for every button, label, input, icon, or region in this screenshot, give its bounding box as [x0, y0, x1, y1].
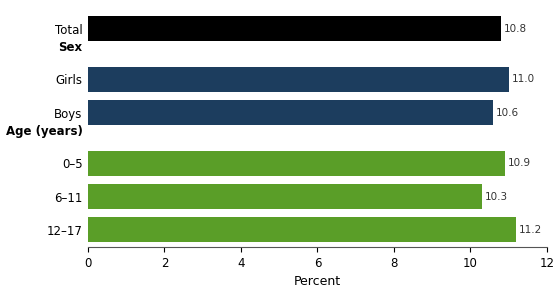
Text: 10.6: 10.6 [496, 108, 519, 118]
Bar [88, 16, 501, 41]
Text: 10.3: 10.3 [484, 192, 508, 202]
X-axis label: Percent: Percent [294, 275, 341, 288]
Bar [88, 217, 516, 242]
Bar [88, 67, 508, 92]
Text: 10.9: 10.9 [507, 158, 531, 168]
Text: 11.0: 11.0 [511, 74, 534, 84]
Bar [88, 184, 482, 209]
Text: 10.8: 10.8 [504, 24, 527, 34]
Bar [88, 151, 505, 176]
Text: 11.2: 11.2 [519, 225, 542, 235]
Bar [88, 100, 493, 125]
